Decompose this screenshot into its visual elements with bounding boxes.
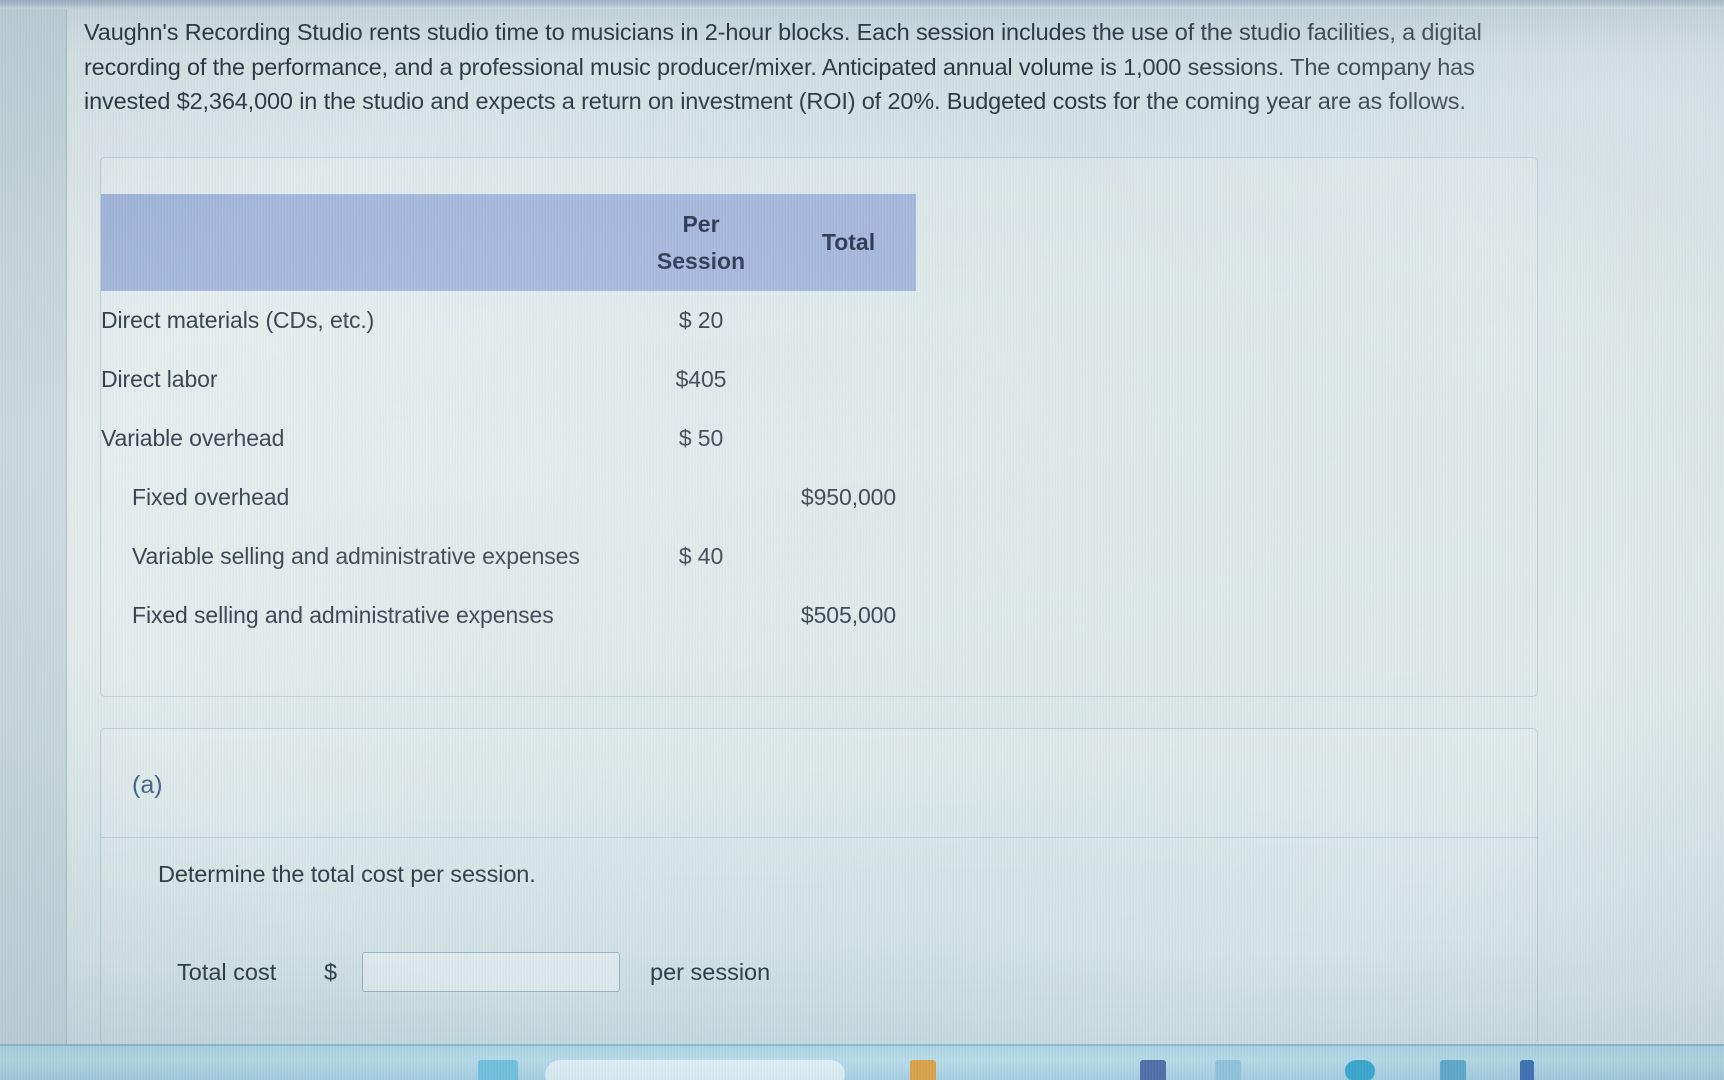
table-header-row: Per Session Total: [101, 194, 916, 291]
budgeted-costs-card: Per Session Total Direct materials (CDs,…: [100, 157, 1538, 697]
row-label: Fixed selling and administrative expense…: [132, 602, 554, 628]
taskbar-app-icon-files[interactable]: [1440, 1060, 1466, 1080]
row-total: [781, 527, 916, 586]
browser-top-edge: [0, 0, 1724, 9]
row-total: [781, 291, 916, 350]
row-total: $950,000: [800, 484, 897, 510]
assignment-content: Vaughn's Recording Studio rents studio t…: [67, 9, 1724, 1044]
row-per-session: $ 50: [678, 425, 724, 451]
table-row: Variable overhead $ 50: [101, 409, 916, 468]
row-per-session: $ 20: [678, 307, 724, 333]
row-label: Direct labor: [101, 366, 218, 392]
taskbar-search-pill[interactable]: [545, 1060, 845, 1080]
cost-table-body: Direct materials (CDs, etc.) $ 20 Direct…: [101, 291, 916, 645]
taskbar-app-icon-note[interactable]: [910, 1060, 936, 1080]
total-cost-input[interactable]: [362, 952, 620, 992]
budgeted-costs-table: Per Session Total Direct materials (CDs,…: [101, 194, 916, 645]
column-header-per-session: Per Session: [621, 194, 781, 291]
per-session-line1: Per: [682, 210, 720, 237]
per-session-line2: Session: [656, 247, 746, 274]
row-total: [781, 409, 916, 468]
taskbar-app-icon-folder[interactable]: [478, 1060, 518, 1080]
table-row: Direct labor $405: [101, 350, 916, 409]
total-cost-label: Total cost: [177, 958, 277, 985]
column-header-total: Total: [781, 194, 916, 291]
total-cost-answer-row: Total cost $ per session: [177, 952, 770, 992]
os-taskbar[interactable]: [0, 1044, 1724, 1080]
row-total: $505,000: [800, 602, 897, 628]
dollar-sign: $: [324, 958, 338, 985]
row-per-session: [621, 468, 781, 527]
taskbar-app-icon-mail[interactable]: [1215, 1060, 1241, 1080]
row-label: Variable selling and administrative expe…: [132, 543, 580, 569]
row-total: [781, 350, 916, 409]
row-per-session: $ 40: [678, 543, 724, 569]
table-row: Direct materials (CDs, etc.) $ 20: [101, 291, 916, 350]
part-a-label: (a): [132, 771, 163, 799]
problem-statement: Vaughn's Recording Studio rents studio t…: [84, 19, 1482, 114]
taskbar-app-icon-chat[interactable]: [1140, 1060, 1166, 1080]
column-header-item: [101, 194, 621, 291]
table-row: Fixed selling and administrative expense…: [101, 586, 916, 645]
per-session-suffix: per session: [650, 958, 771, 985]
part-a-question: Determine the total cost per session.: [158, 861, 536, 887]
taskbar-top-border: [0, 1044, 1724, 1046]
taskbar-app-icon-store[interactable]: [1520, 1060, 1534, 1080]
row-label: Direct materials (CDs, etc.): [101, 307, 375, 333]
row-per-session: [621, 586, 781, 645]
part-a-divider: [101, 837, 1538, 838]
row-label: Variable overhead: [101, 425, 285, 451]
row-label: Fixed overhead: [132, 484, 290, 510]
page-left-gutter: [0, 9, 67, 1044]
taskbar-app-icon-browser[interactable]: [1345, 1060, 1375, 1080]
table-row: Fixed overhead $950,000: [101, 468, 916, 527]
table-row: Variable selling and administrative expe…: [101, 527, 916, 586]
part-a-card: (a) Determine the total cost per session…: [100, 728, 1538, 1044]
row-per-session: $405: [675, 366, 727, 392]
